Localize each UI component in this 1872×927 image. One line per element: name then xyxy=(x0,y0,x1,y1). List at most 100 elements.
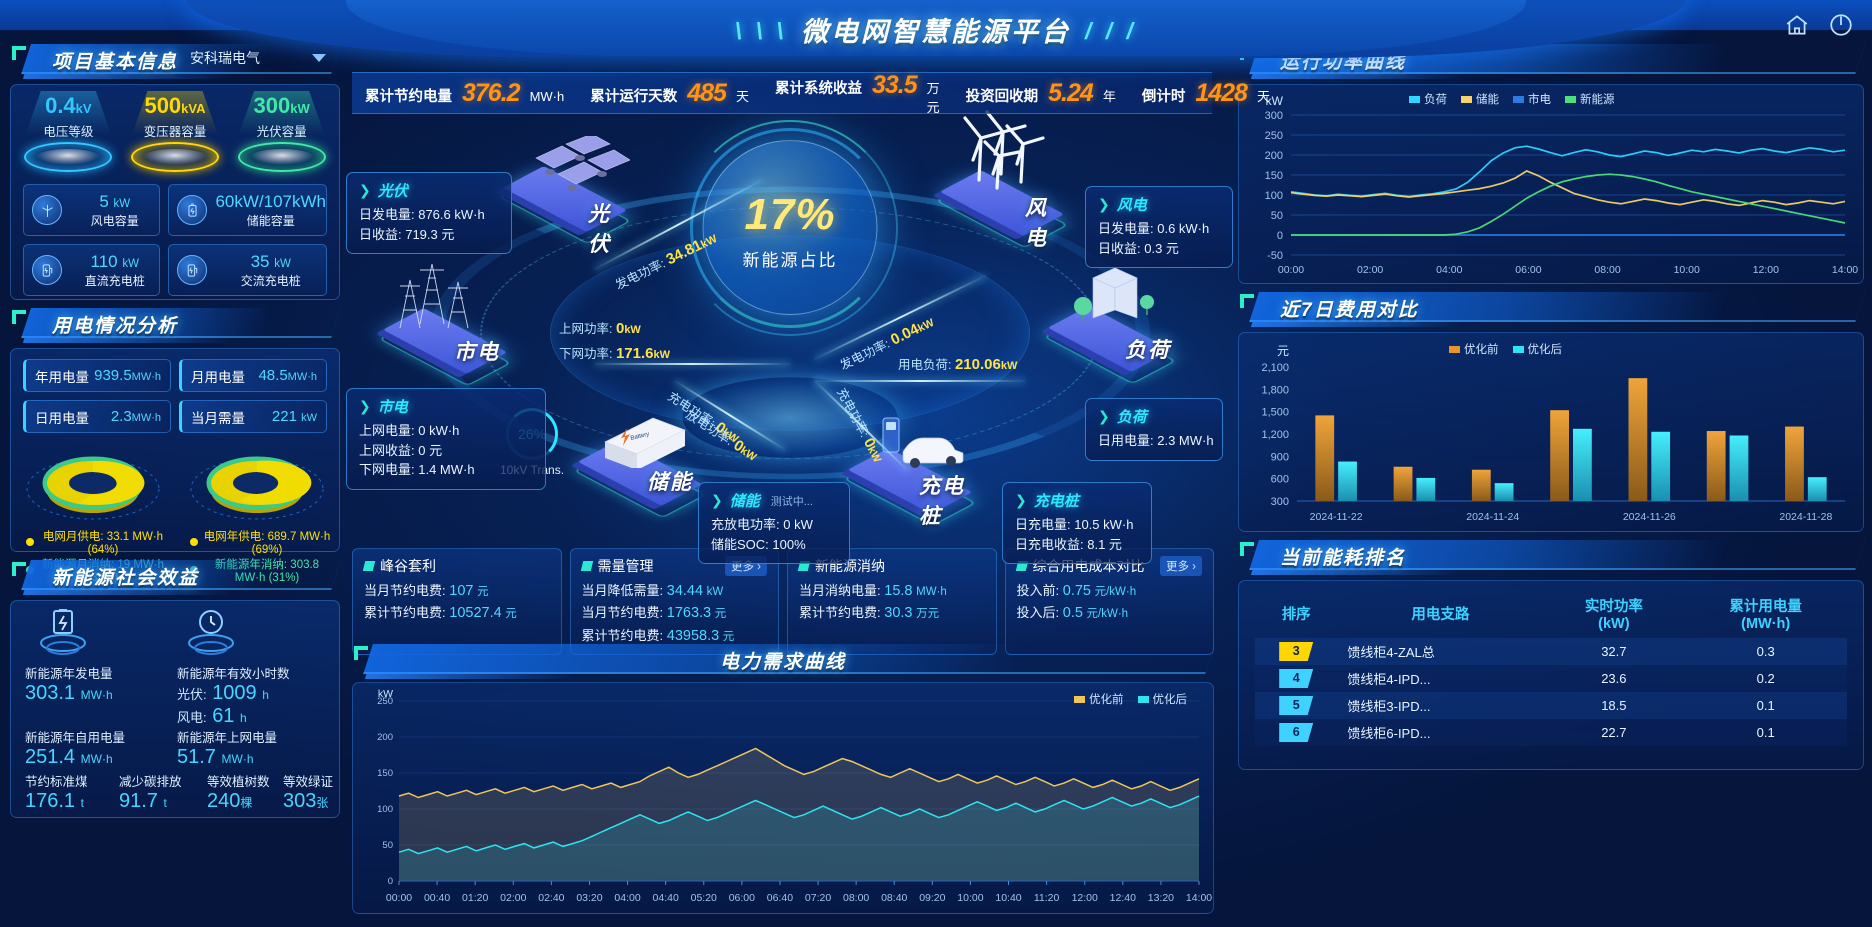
project-select[interactable]: 安科瑞电气 xyxy=(190,48,326,68)
benefit-label: 新能源年发电量 xyxy=(25,667,113,681)
legend-item-after[interactable]: 优化后 xyxy=(1512,341,1562,357)
capacity-transformer: 500kVA 变压器容量 xyxy=(123,91,227,172)
svg-text:0: 0 xyxy=(388,876,393,887)
benefits-card: 新能源年发电量 303.1 MW·h 新能源年有效小时数 光伏: 1009 h … xyxy=(10,600,340,818)
col-power-text: 实时功率 xyxy=(1584,599,1643,615)
node-load[interactable]: 负荷 xyxy=(1043,267,1177,385)
power-icon[interactable] xyxy=(1828,12,1854,43)
kpi-new-energy-consumption[interactable]: 新能源消纳 当月消纳电量: 15.8 MW·h 累计节约电费: 30.3 万元 xyxy=(787,548,997,656)
kpi-cost-comparison[interactable]: 综合用电成本对比 更多 › 投入前: 0.75 元/kW·h 投入后: 0.5 … xyxy=(1004,548,1214,656)
legend-item-before[interactable]: 优化前 xyxy=(1449,341,1499,357)
info-box-row: 上网收益: 0 元 xyxy=(359,442,443,458)
capacity-label: 变压器容量 xyxy=(143,125,207,139)
capacity-disc xyxy=(130,142,219,172)
usage-label: 当月需量 xyxy=(191,410,245,426)
chevron-right-icon: ❯ xyxy=(711,492,723,508)
benefit-annual-generation: 新能源年发电量 303.1 MW·h xyxy=(25,663,113,705)
beam-glow xyxy=(25,91,112,135)
cap-wind[interactable]: 5 kW 风电容量 xyxy=(23,184,161,236)
svg-text:05:20: 05:20 xyxy=(691,892,717,904)
benefit-value: 91.7 t xyxy=(119,790,167,812)
capacity-label: 光伏容量 xyxy=(256,125,307,139)
svg-text:300: 300 xyxy=(1265,110,1283,122)
kpi-title: 峰谷套利 xyxy=(362,556,436,576)
benefit-coal: 节约标准煤 176.1 t xyxy=(25,771,88,813)
cap-value: 5 kW xyxy=(99,191,131,211)
flow-label-import-power: 下网功率: 171.6kW xyxy=(559,345,671,362)
cap-ac-charger[interactable]: 35 kW 交流充电桩 xyxy=(168,244,327,296)
info-box-storage[interactable]: ❯ 储能 测试中... 充放电功率: 0 kW 储能SOC: 100% xyxy=(698,482,850,564)
info-box-row: 日收益: 0.3 元 xyxy=(1098,240,1179,256)
kpi-demand-mgmt[interactable]: 需量管理 更多 › 当月降低需量: 34.44 kW 当月节约电费: 1763.… xyxy=(569,548,779,656)
info-box-row: 日用电量: 2.3 MW·h xyxy=(1098,433,1214,448)
panel-title-text: 电力需求曲线 xyxy=(719,652,846,673)
stat-unit: 年 xyxy=(1102,88,1116,104)
new-energy-percent: 17% xyxy=(744,190,836,239)
svg-text:150: 150 xyxy=(1265,170,1283,182)
stat-value: 376.2 xyxy=(462,78,521,107)
legend-item-load[interactable]: 负荷 xyxy=(1409,91,1447,107)
chevron-right-icon: ❯ xyxy=(1098,408,1110,424)
title-slash-right: / / / xyxy=(1085,18,1137,44)
power-chart-svg: kW -50 0 50 100 150 200 250 300 00:00 02:00 04:00 06… xyxy=(1265,94,1859,276)
cap-storage[interactable]: 60kW/107kWh 储能容量 xyxy=(168,184,327,236)
node-grid[interactable]: 市电 xyxy=(378,263,512,387)
usage-value: 939.5MW·h xyxy=(94,367,161,384)
home-icon[interactable] xyxy=(1784,12,1810,43)
legend-item-grid[interactable]: 市电 xyxy=(1513,91,1551,107)
info-box-wind[interactable]: ❯ 风电 日发电量: 0.6 kW·h 日收益: 0.3 元 xyxy=(1085,186,1233,268)
table-row[interactable]: 5 馈线柜3-IPD... 18.5 0.1 xyxy=(1255,692,1847,719)
corner-marker-icon xyxy=(1240,294,1256,310)
legend-item-before[interactable]: 优化前 xyxy=(1074,691,1124,707)
info-box-load[interactable]: ❯ 负荷 日用电量: 2.3 MW·h xyxy=(1085,398,1223,461)
cost-chart-svg: 元 300 600 900 1,200 1,500 1,800 2,100 2024-11-22… xyxy=(1261,344,1845,523)
svg-text:50: 50 xyxy=(1271,210,1283,222)
stat-label: 倒计时 xyxy=(1141,88,1186,105)
col-energy-unit: (MW·h) xyxy=(1741,616,1791,632)
legend-item-newenergy[interactable]: 新能源 xyxy=(1565,91,1615,107)
table-row[interactable]: 4 馈线柜4-IPD... 23.6 0.2 xyxy=(1255,665,1847,692)
cap-value: 60kW/107kWh xyxy=(215,191,326,211)
panel-usage-analysis: 用电情况分析 年用电量 939.5MW·h 月用电量 48.5MW·h 日用电量… xyxy=(10,308,341,584)
legend-swatch xyxy=(1409,96,1420,103)
kpi-peak-valley[interactable]: 峰谷套利 当月节约电费: 107 元 累计节约电费: 10527.4 元 xyxy=(352,548,562,656)
chevron-right-icon: ❯ xyxy=(359,182,371,198)
info-box-title: 充电桩 xyxy=(1033,493,1079,510)
cost-chart-card: 优化前 优化后 元 300 600 900 1,200 1,500 1,800 2,100 20… xyxy=(1238,332,1864,532)
legend-swatch xyxy=(1565,96,1576,103)
svg-text:2024-11-26: 2024-11-26 xyxy=(1623,511,1676,523)
new-energy-percent-label: 新能源占比 xyxy=(742,251,838,270)
capacity-grid: 5 kW 风电容量 60kW/107kWh 储能容量 xyxy=(11,174,339,308)
info-box-pv[interactable]: ❯ 光伏 日发电量: 876.6 kW·h 日收益: 719.3 元 xyxy=(346,172,512,254)
svg-text:2,100: 2,100 xyxy=(1261,362,1289,374)
cap-value: 110 kW xyxy=(90,251,139,271)
node-wind[interactable]: 风电 xyxy=(935,110,1069,250)
benefit-value: 303.1 MW·h xyxy=(25,682,113,704)
svg-text:250: 250 xyxy=(377,696,393,707)
info-box-row: 下网电量: 1.4 MW·h xyxy=(359,462,475,477)
legend-text: 电网月供电: 33.1 MW·h (64%) xyxy=(42,531,164,556)
info-box-charger[interactable]: ❯ 充电桩 日充电量: 10.5 kW·h 日充电收益: 8.1 元 xyxy=(1002,482,1152,564)
svg-text:13:20: 13:20 xyxy=(1148,892,1174,904)
legend-item-storage[interactable]: 储能 xyxy=(1461,91,1499,107)
info-box-title: 风电 xyxy=(1116,197,1147,214)
cap-dc-charger[interactable]: 110 kW 直流充电桩 xyxy=(23,244,161,296)
table-row[interactable]: 6 馈线柜6-IPD... 22.7 0.1 xyxy=(1255,719,1847,746)
project-select-value: 安科瑞电气 xyxy=(190,50,260,66)
node-charger[interactable]: 充电桩 xyxy=(843,417,977,528)
clock-icon xyxy=(183,609,239,657)
chevron-right-icon: ❯ xyxy=(1098,196,1110,212)
node-pv[interactable]: 光伏 xyxy=(498,136,632,256)
ev-charging-icon xyxy=(882,417,964,468)
chevron-down-icon[interactable] xyxy=(312,54,326,62)
node-label-grid: 市电 xyxy=(454,341,500,364)
legend-item-after[interactable]: 优化后 xyxy=(1137,691,1187,707)
orb-ring-inner xyxy=(690,128,890,328)
cell-power: 18.5 xyxy=(1543,692,1685,719)
info-box-grid[interactable]: ❯ 市电 上网电量: 0 kW·h 上网收益: 0 元 下网电量: 1.4 MW… xyxy=(346,388,546,490)
wind-turbine-icon xyxy=(963,110,1045,190)
more-button[interactable]: 更多 › xyxy=(1159,556,1202,576)
table-row[interactable]: 3 馈线柜4-ZAL总 32.7 0.3 xyxy=(1255,638,1847,665)
node-storage[interactable]: Battery 储能 xyxy=(573,410,707,519)
panel-title-ranking: 当前能耗排名 xyxy=(1238,540,1865,575)
